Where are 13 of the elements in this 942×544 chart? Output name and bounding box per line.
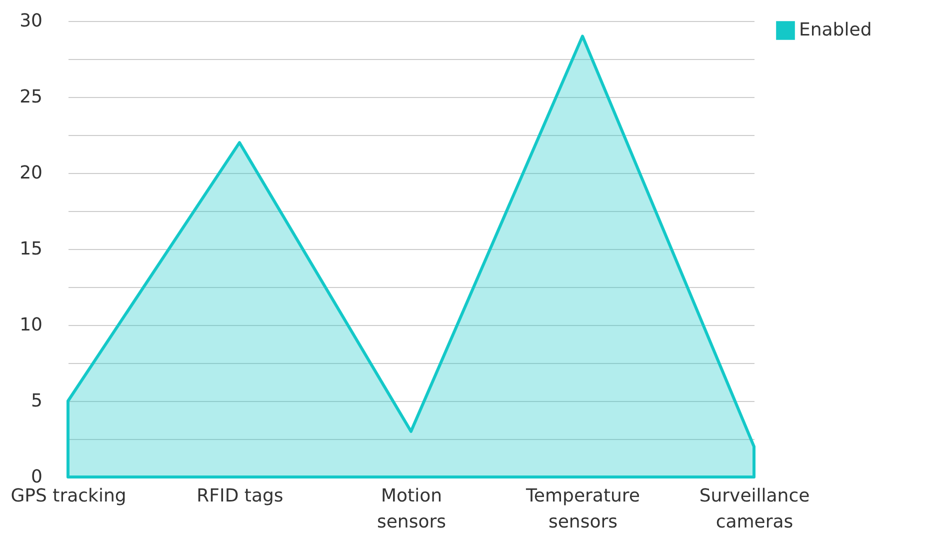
y-tick-label: 10 (20, 314, 42, 336)
x-tick-label: Temperature sensors (524, 486, 640, 532)
x-tick-label: Motion sensors (376, 486, 446, 532)
legend-label: Enabled (799, 20, 872, 40)
y-tick-label: 15 (20, 238, 42, 260)
y-tick-label: 25 (20, 86, 42, 108)
y-tick-label: 5 (31, 390, 42, 412)
y-tick-label: 20 (20, 162, 42, 184)
y-tick-label: 0 (31, 466, 42, 488)
y-tick-label: 30 (20, 10, 42, 32)
x-tick-label: GPS tracking (10, 486, 126, 506)
x-tick-label: Surveillance cameras (699, 486, 810, 532)
x-tick-label: RFID tags (196, 486, 284, 506)
